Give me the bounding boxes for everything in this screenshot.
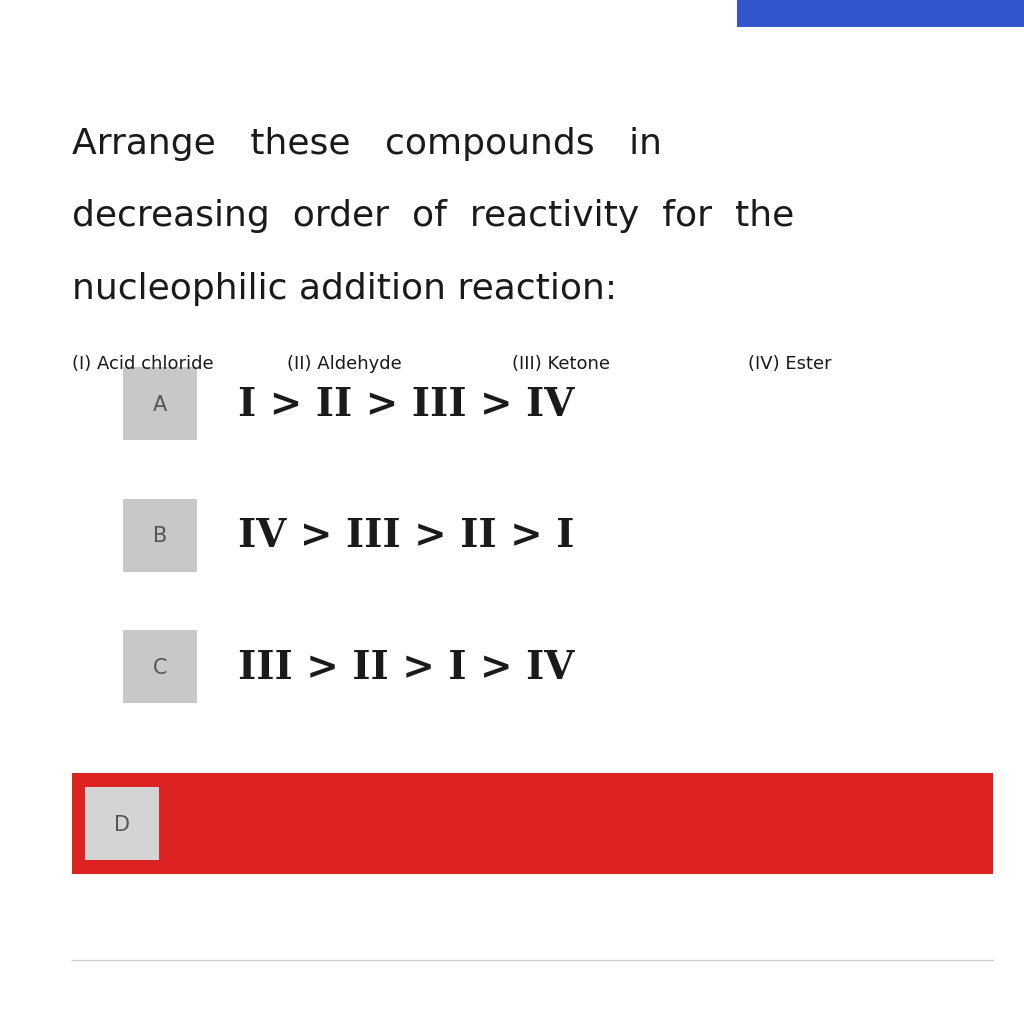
FancyBboxPatch shape	[72, 773, 993, 875]
Text: (IV) Ester: (IV) Ester	[748, 355, 831, 373]
Text: C: C	[153, 657, 167, 677]
Text: (III) Ketone: (III) Ketone	[512, 355, 610, 373]
Text: IV > III > II > I: IV > III > II > I	[238, 517, 573, 555]
FancyBboxPatch shape	[123, 631, 197, 704]
FancyBboxPatch shape	[123, 368, 197, 441]
FancyBboxPatch shape	[85, 788, 159, 860]
Text: nucleophilic addition reaction:: nucleophilic addition reaction:	[72, 272, 616, 306]
Text: III > II > I > IV: III > II > I > IV	[238, 648, 573, 686]
Text: I > II > III > IV: I > II > III > IV	[238, 385, 573, 424]
Text: D: D	[114, 814, 130, 834]
Text: Arrange   these   compounds   in: Arrange these compounds in	[72, 126, 662, 161]
FancyBboxPatch shape	[737, 0, 1024, 28]
Text: B: B	[153, 526, 167, 546]
Text: decreasing  order  of  reactivity  for  the: decreasing order of reactivity for the	[72, 199, 794, 234]
FancyBboxPatch shape	[123, 499, 197, 572]
Text: A: A	[153, 394, 167, 415]
Text: (II) Aldehyde: (II) Aldehyde	[287, 355, 401, 373]
Text: (I) Acid chloride: (I) Acid chloride	[72, 355, 213, 373]
Text: I > IV > II > III: I > IV > II > III	[200, 805, 536, 843]
